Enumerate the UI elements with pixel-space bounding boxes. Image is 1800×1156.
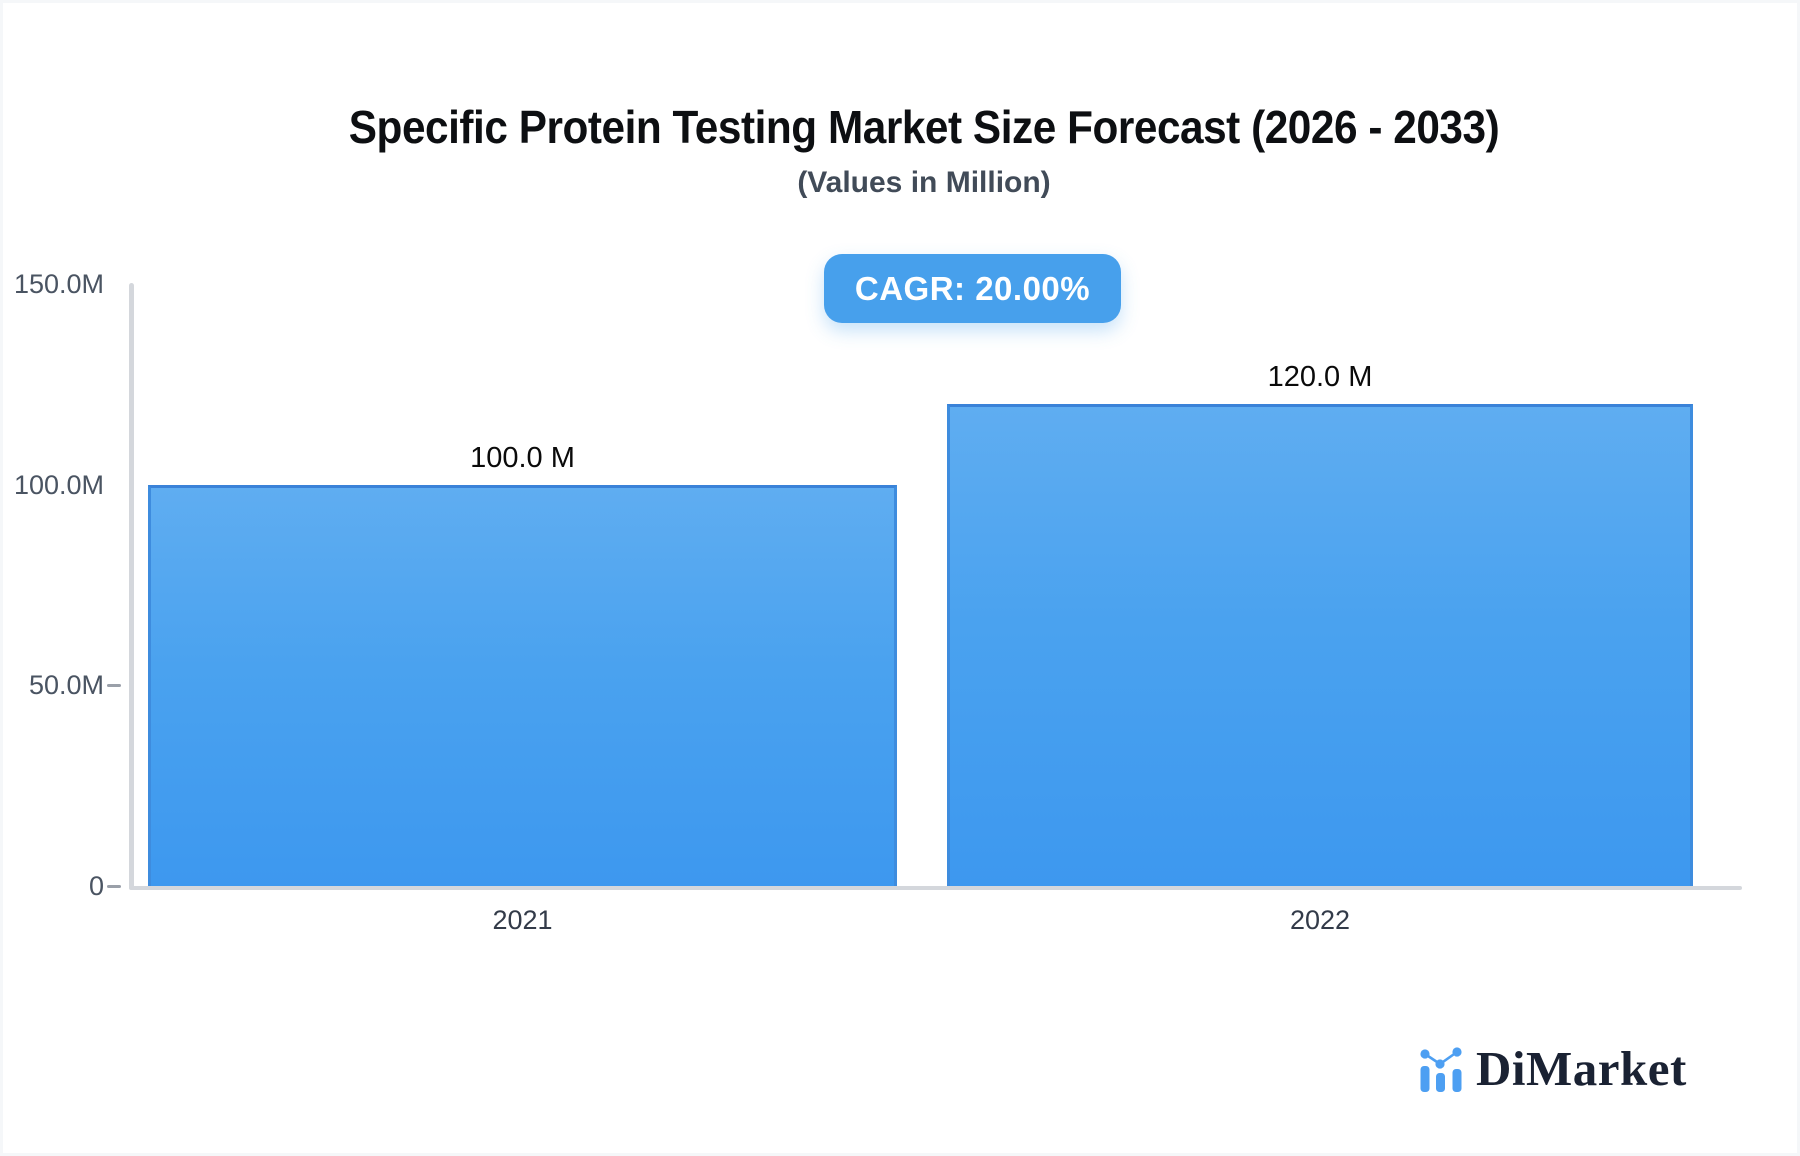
y-tick-label: 0 <box>88 871 104 901</box>
y-tick-label: 150.0M <box>13 269 104 299</box>
x-tick-label: 2021 <box>492 905 553 935</box>
cagr-badge: CAGR: 20.00% <box>824 254 1121 323</box>
bar-2021 <box>148 485 897 886</box>
bar-chart-logo-icon <box>1420 1047 1462 1092</box>
chart-subtitle: (Values in Million) <box>797 166 1051 199</box>
cagr-badge-label: CAGR: 20.00% <box>854 269 1091 307</box>
bar-2022 <box>947 404 1693 886</box>
brand-watermark: DiMarket <box>1418 1044 1687 1094</box>
y-tick-label: 50.0M <box>28 670 104 700</box>
x-axis-line <box>129 886 1742 890</box>
y-tick-dash <box>107 885 121 888</box>
y-axis-line <box>129 283 134 890</box>
bar-value-label: 120.0 M <box>1267 361 1373 393</box>
y-tick-dash <box>107 684 121 687</box>
chart-title: Specific Protein Testing Market Size For… <box>348 101 1500 153</box>
x-tick-label: 2022 <box>1289 905 1351 935</box>
brand-name: DiMarket <box>1476 1041 1687 1096</box>
y-tick-label: 100.0M <box>13 470 104 500</box>
bar-value-label: 100.0 M <box>470 442 575 474</box>
